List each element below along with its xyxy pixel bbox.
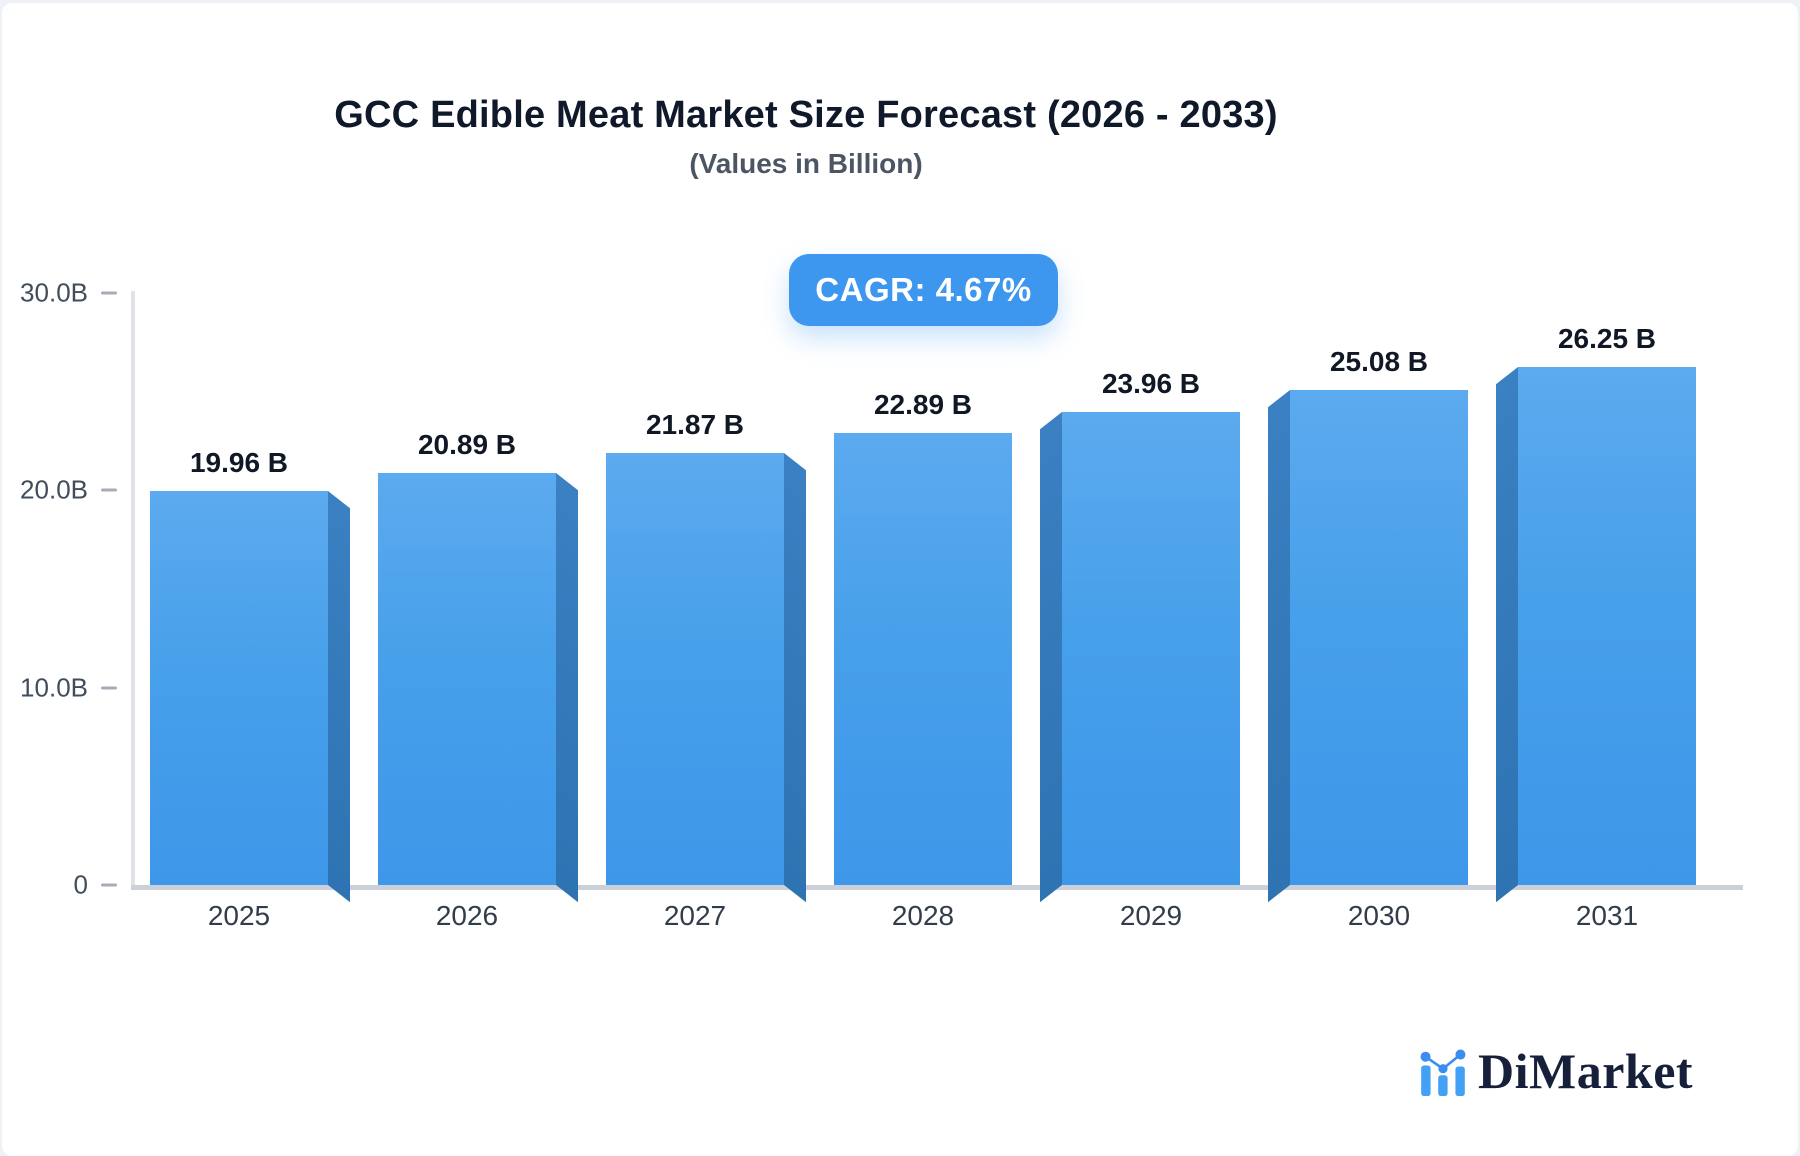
- bar-value-label: 21.87 B: [645, 409, 745, 440]
- bar-value-label: 19.96 B: [189, 447, 289, 478]
- bar-value-label: 22.89 B: [873, 389, 973, 420]
- bar-side-face-2030: [1268, 390, 1290, 903]
- bar-2026: [378, 473, 556, 885]
- y-axis-label: 30.0B: [20, 277, 88, 308]
- bar-value-label: 20.89 B: [417, 429, 517, 460]
- bar-2030: [1290, 390, 1468, 885]
- y-axis-tick: [101, 488, 117, 492]
- x-axis-label: 2028: [891, 900, 955, 931]
- bar-side-face-2029: [1040, 412, 1062, 903]
- y-axis-line: [131, 291, 135, 890]
- x-axis-label: 2026: [435, 900, 499, 931]
- bar-2029: [1062, 412, 1240, 885]
- dimarket-logo-text: DiMarket: [1478, 1043, 1694, 1099]
- bar-2027: [606, 453, 784, 885]
- x-axis-label: 2027: [663, 900, 727, 931]
- y-axis-label: 0: [73, 869, 88, 900]
- bar-2028: [834, 433, 1012, 885]
- bar-side-face-2027: [784, 453, 806, 903]
- bar-side-face-2026: [556, 473, 578, 903]
- chart-title: GCC Edible Meat Market Size Forecast (20…: [334, 94, 1278, 136]
- y-axis-label: 20.0B: [20, 474, 88, 505]
- x-axis-label: 2030: [1347, 900, 1411, 931]
- dimarket-logo: DiMarket: [1420, 1040, 1693, 1096]
- x-axis-label: 2029: [1119, 900, 1183, 931]
- bar-value-label: 26.25 B: [1557, 323, 1657, 354]
- bar-side-face-2031: [1496, 367, 1518, 903]
- y-axis-tick: [101, 883, 117, 887]
- bar-2025: [150, 491, 328, 885]
- x-axis-label: 2031: [1575, 900, 1639, 931]
- y-axis-tick: [101, 291, 117, 295]
- bar-side-face-2025: [328, 491, 350, 903]
- x-axis-label: 2025: [207, 900, 271, 931]
- bar-2031: [1518, 367, 1696, 885]
- y-axis-tick: [101, 686, 117, 690]
- chart-subtitle: (Values in Billion): [689, 148, 923, 179]
- cagr-badge: CAGR: 4.67%: [789, 254, 1058, 326]
- x-axis-baseline: [131, 885, 1743, 890]
- bar-value-label: 23.96 B: [1101, 368, 1201, 399]
- y-axis-label: 10.0B: [20, 672, 88, 703]
- bar-value-label: 25.08 B: [1329, 346, 1429, 377]
- mini-bar-chart-icon: [1420, 1049, 1466, 1096]
